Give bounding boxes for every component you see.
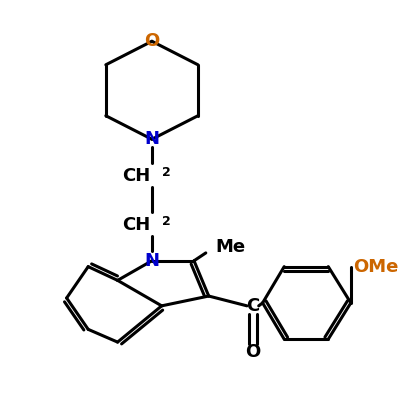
- Text: N: N: [144, 252, 160, 270]
- Text: C: C: [246, 297, 259, 315]
- Text: Me: Me: [216, 238, 246, 256]
- Text: 2: 2: [162, 166, 171, 179]
- Text: CH: CH: [122, 215, 150, 233]
- Text: 2: 2: [162, 215, 171, 228]
- Text: O: O: [144, 32, 160, 50]
- Text: OMe: OMe: [353, 258, 398, 275]
- Text: N: N: [144, 130, 160, 148]
- Text: CH: CH: [122, 166, 150, 184]
- Text: O: O: [245, 343, 260, 361]
